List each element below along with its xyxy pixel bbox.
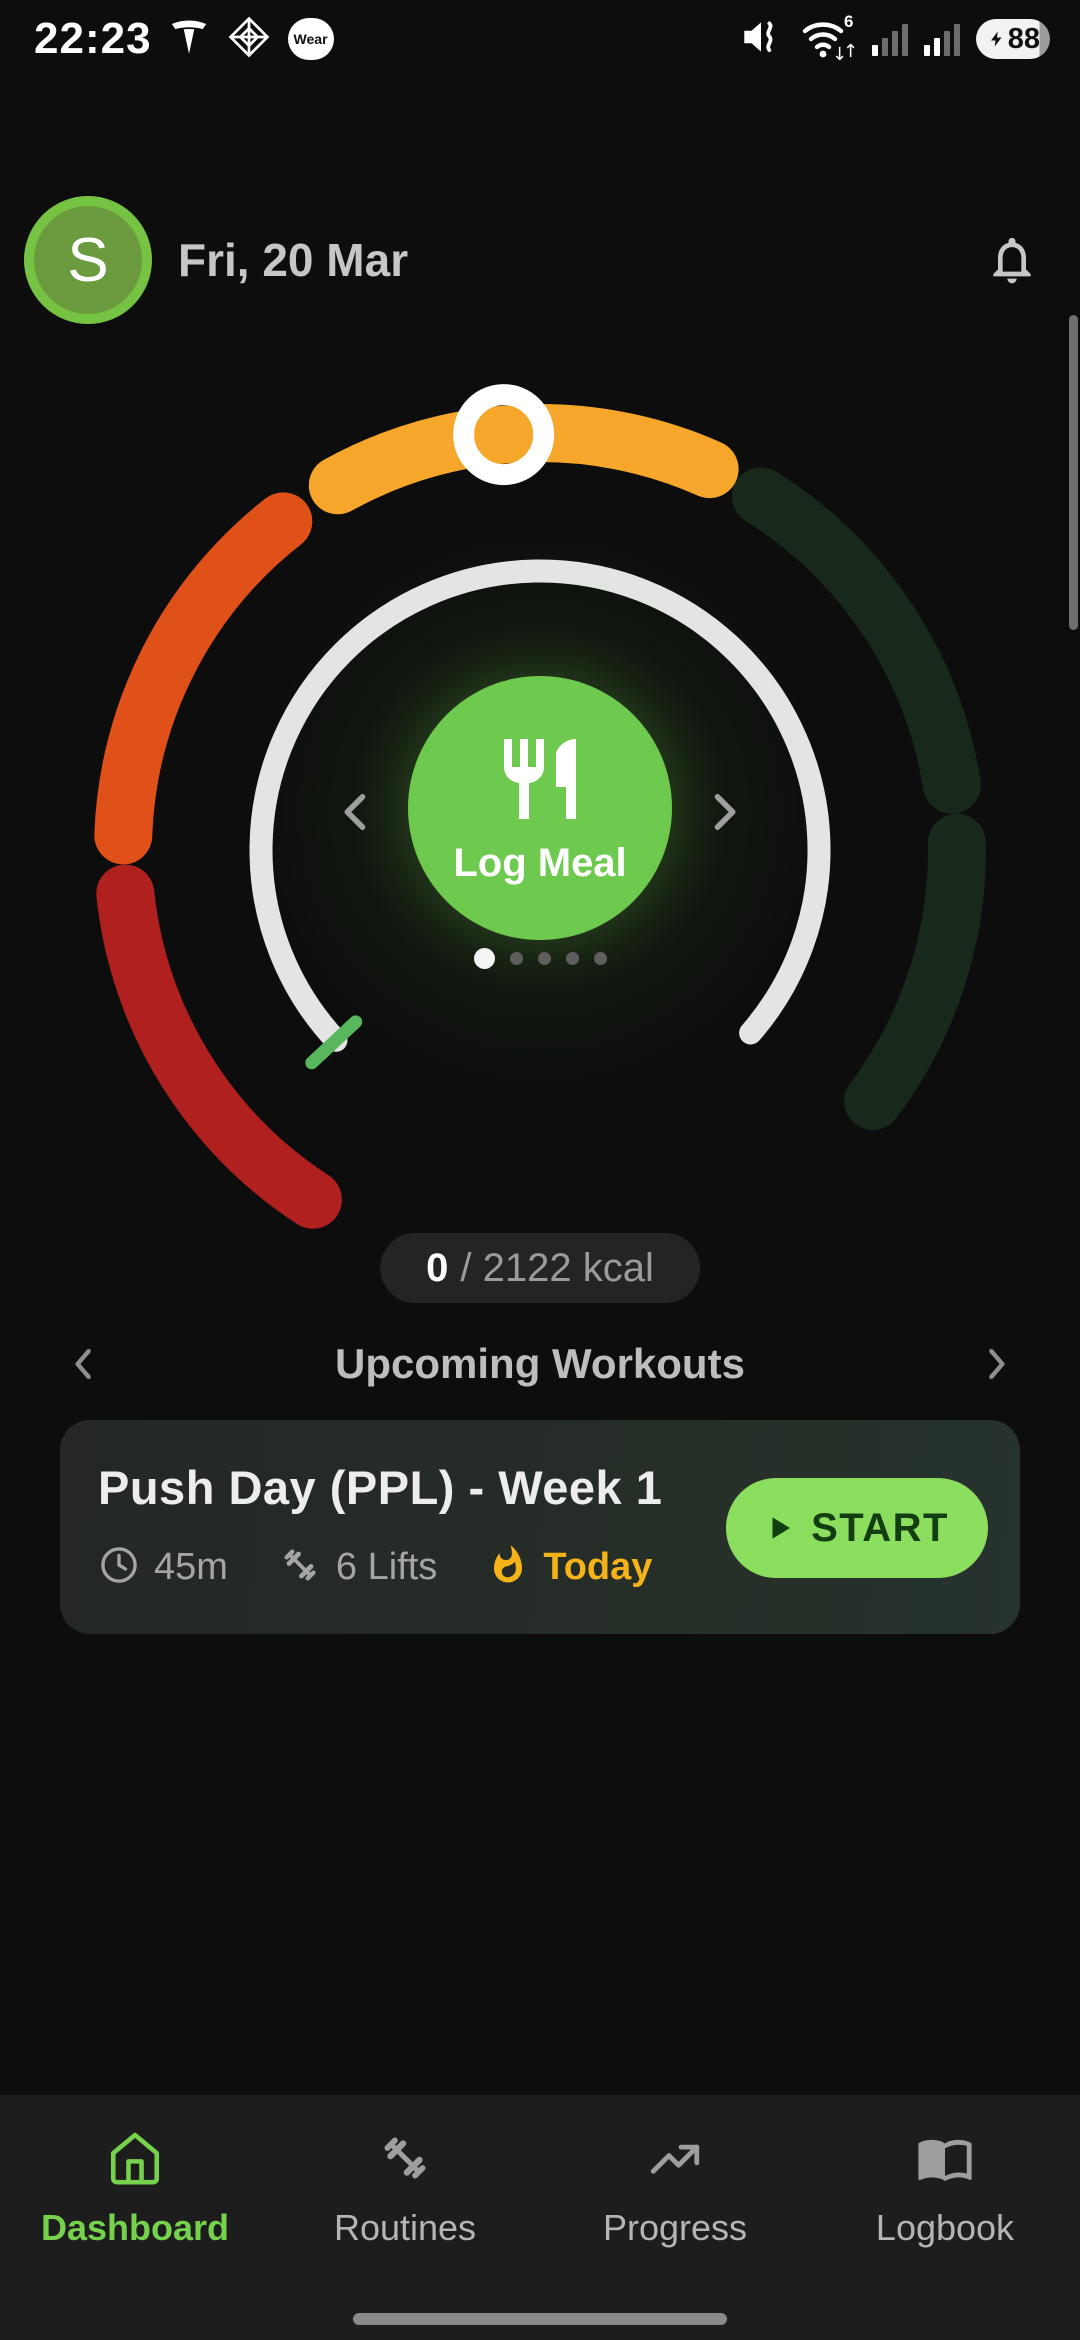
tesla-app-icon	[168, 16, 210, 63]
log-meal-label: Log Meal	[453, 840, 627, 885]
wifi6-icon: 6 ↓ ↑	[800, 12, 858, 67]
header-date: Fri, 20 Mar	[178, 234, 409, 286]
status-bar: 22:23 Wear	[0, 0, 1080, 72]
workouts-next-chevron-icon[interactable]	[974, 1336, 1018, 1392]
carousel-dot[interactable]	[537, 952, 551, 965]
nav-item-progress[interactable]: Progress	[540, 2129, 810, 2340]
play-icon	[772, 1517, 791, 1539]
avatar-initial: S	[67, 225, 109, 295]
nav-item-routines[interactable]: Routines	[270, 2129, 540, 2340]
battery-charging-indicator: 88	[975, 19, 1050, 59]
home-icon	[106, 2129, 164, 2187]
svg-text:↑: ↑	[843, 41, 856, 62]
fork-knife-icon	[504, 738, 576, 819]
flame-icon	[487, 1544, 529, 1591]
nav-item-dashboard[interactable]: Dashboard	[0, 2129, 270, 2340]
svg-text:6: 6	[844, 12, 853, 31]
widget-app-icon	[226, 14, 272, 65]
clock-icon	[98, 1544, 140, 1591]
carousel-prev-chevron-icon[interactable]	[330, 782, 382, 842]
nav-label: Routines	[333, 2207, 477, 2248]
trending-up-icon	[646, 2129, 704, 2187]
log-meal-button[interactable]: Log Meal	[408, 676, 672, 940]
dumbbell-icon	[376, 2129, 434, 2187]
workout-duration: 45m	[154, 1546, 228, 1588]
start-label: START	[811, 1505, 949, 1550]
dumbbell-icon	[278, 1543, 322, 1592]
calories-goal: / 2122 kcal	[460, 1245, 654, 1290]
upcoming-workouts-header: Upcoming Workouts	[0, 1332, 1080, 1396]
header: S Fri, 20 Mar	[24, 194, 1040, 326]
scrollbar-thumb[interactable]	[1069, 315, 1078, 630]
calorie-summary-pill: 0 / 2122 kcal	[380, 1233, 700, 1303]
calories-consumed: 0	[426, 1245, 449, 1290]
carousel-dot[interactable]	[473, 948, 495, 969]
workout-title: Push Day (PPL) - Week 1	[98, 1461, 663, 1514]
wear-os-badge: Wear	[287, 18, 334, 60]
start-workout-button[interactable]: START	[726, 1478, 988, 1578]
nav-label: Dashboard	[40, 2207, 230, 2248]
signal-strength-sim2-icon	[923, 22, 960, 56]
nav-label: Logbook	[875, 2207, 1015, 2248]
carousel-next-chevron-icon[interactable]	[698, 782, 750, 842]
gesture-navigation-bar[interactable]	[353, 2313, 727, 2325]
carousel-dot[interactable]	[593, 952, 607, 965]
workout-meta-row: 45m 6 Lifts	[98, 1543, 984, 1592]
gauge-segment-zone-surplus-lower	[844, 813, 986, 1130]
notifications-bell-icon[interactable]	[984, 232, 1040, 288]
carousel-dot[interactable]	[509, 952, 523, 965]
gauge-segment-zone-target	[308, 404, 739, 515]
logbook-book-icon	[916, 2129, 974, 2187]
workout-lift-count: 6 Lifts	[335, 1546, 438, 1588]
carousel-dots	[0, 948, 1080, 969]
vibrate-mode-icon	[738, 14, 784, 65]
nav-label: Progress	[602, 2207, 748, 2248]
bottom-navigation: Dashboard Routines	[0, 2095, 1080, 2340]
signal-strength-sim1-icon	[871, 22, 908, 56]
workouts-prev-chevron-icon[interactable]	[62, 1336, 106, 1392]
workout-card[interactable]: Push Day (PPL) - Week 1 45m	[60, 1420, 1020, 1634]
profile-avatar[interactable]: S	[24, 196, 152, 324]
nav-item-logbook[interactable]: Logbook	[810, 2129, 1080, 2340]
charging-bolt-icon	[990, 31, 1002, 47]
carousel-dot[interactable]	[565, 952, 579, 965]
svg-text:↓: ↓	[832, 44, 847, 62]
clock-time: 22:23	[34, 14, 152, 63]
section-title: Upcoming Workouts	[335, 1340, 745, 1387]
gauge-knob	[453, 384, 555, 486]
workout-due-badge: Today	[543, 1546, 653, 1588]
